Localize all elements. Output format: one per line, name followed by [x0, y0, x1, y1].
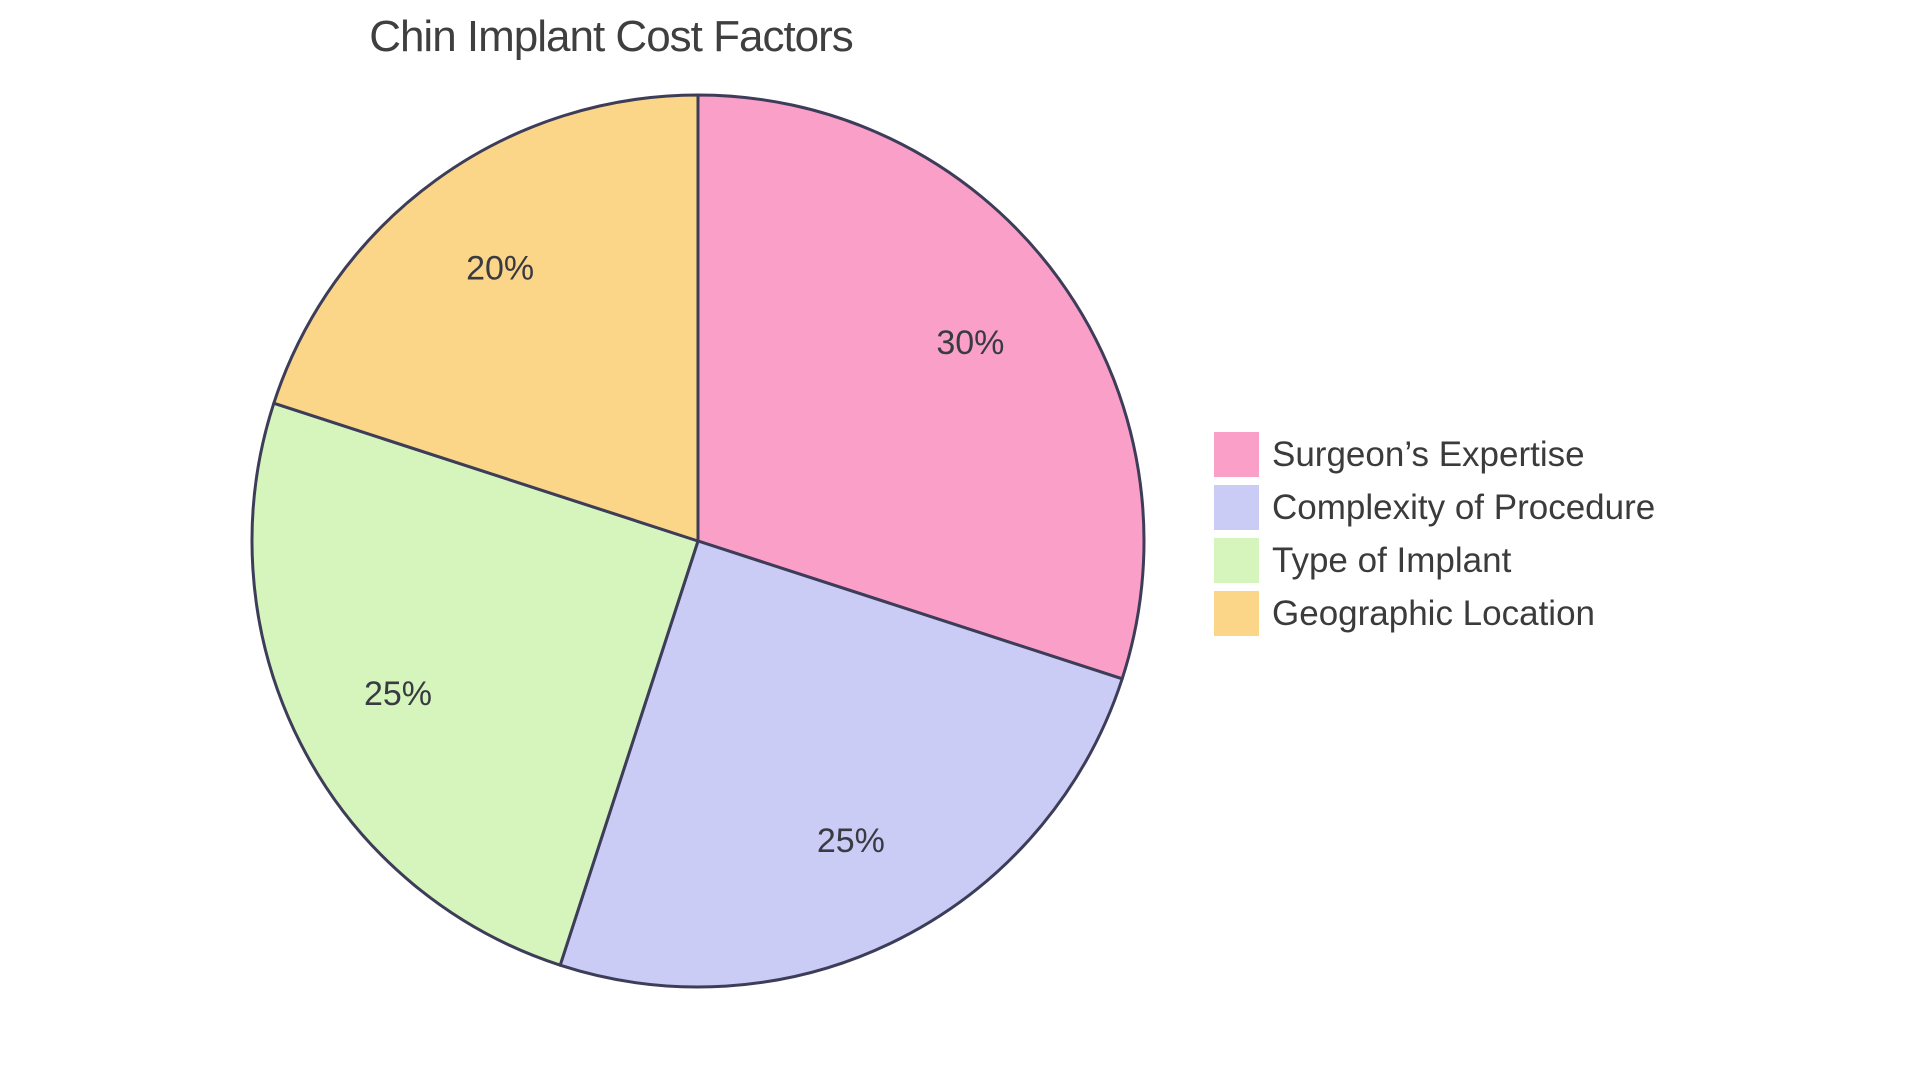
pie-slice-1 — [558, 539, 1124, 989]
legend-item-label: Complexity of Procedure — [1272, 487, 1656, 527]
pie-slice-2 — [250, 401, 700, 967]
legend-item: Geographic Location — [1214, 591, 1655, 636]
legend-item: Type of Implant — [1214, 538, 1655, 583]
legend-item: Surgeon’s Expertise — [1214, 432, 1655, 477]
chart-title: Chin Implant Cost Factors — [369, 12, 854, 61]
legend-item-label: Surgeon’s Expertise — [1272, 434, 1585, 474]
legend-swatch-icon — [1214, 485, 1259, 530]
legend-swatch-icon — [1214, 591, 1259, 636]
pie-slice-0 — [696, 93, 1146, 681]
legend-item: Complexity of Procedure — [1214, 485, 1655, 530]
pie-percent-label-0: 30% — [936, 324, 1004, 362]
legend-swatch-icon — [1214, 432, 1259, 477]
pie-percent-label-1: 25% — [817, 822, 885, 860]
pie-slices-group — [250, 93, 1146, 989]
pie-percent-labels-group: 30% 25% 25% 20% — [364, 250, 1004, 860]
legend: Surgeon’s Expertise Complexity of Proced… — [1214, 432, 1655, 636]
pie-percent-label-2: 25% — [364, 675, 432, 713]
pie-percent-label-3: 20% — [466, 250, 534, 288]
legend-item-label: Geographic Location — [1272, 593, 1595, 633]
legend-item-label: Type of Implant — [1272, 540, 1512, 580]
pie-slice-3 — [272, 93, 700, 543]
legend-swatch-icon — [1214, 538, 1259, 583]
